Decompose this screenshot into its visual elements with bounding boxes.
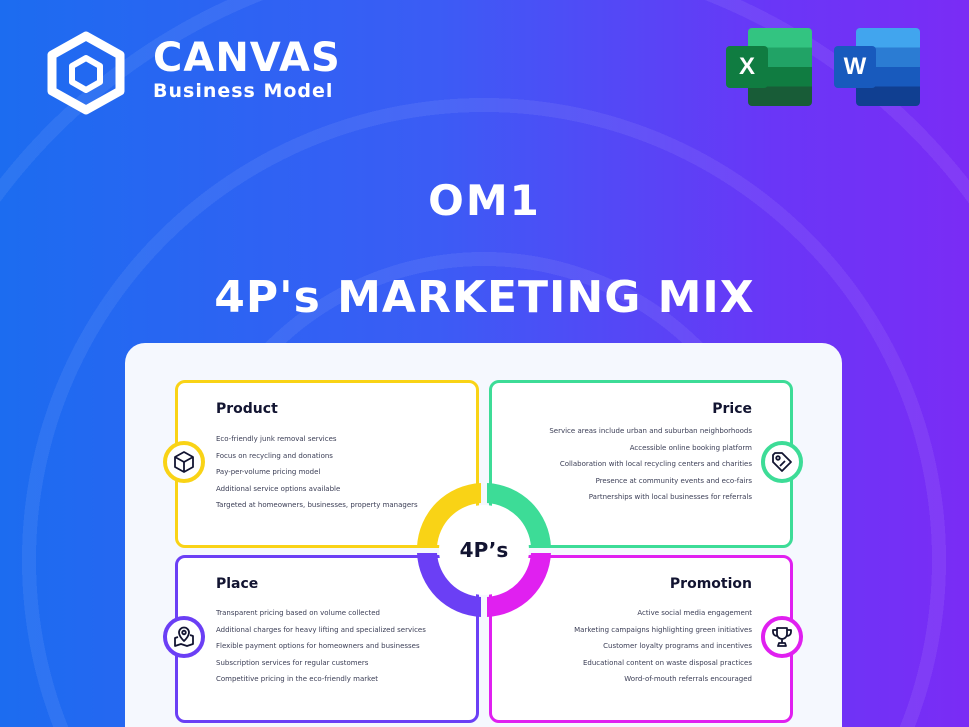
list-item: Customer loyalty programs and incentives bbox=[603, 642, 752, 650]
list-item: Collaboration with local recycling cente… bbox=[559, 460, 752, 468]
list-item: Presence at community events and eco-fai… bbox=[595, 476, 752, 485]
word-letter: W bbox=[834, 46, 876, 88]
list-item: Service areas include urban and suburban… bbox=[549, 427, 752, 435]
card-title: Promotion bbox=[669, 576, 752, 592]
map-pin-icon bbox=[163, 616, 205, 658]
segment-promotion bbox=[487, 553, 551, 617]
segment-place bbox=[417, 553, 481, 617]
list-item: Word-of-mouth referrals encouraged bbox=[624, 675, 752, 683]
word-icon[interactable]: W bbox=[834, 28, 920, 106]
canvas-logo-icon bbox=[47, 31, 125, 115]
price-tag-icon bbox=[761, 441, 803, 483]
list-item: Competitive pricing in the eco-friendly … bbox=[216, 675, 378, 683]
list-item: Eco-friendly junk removal services bbox=[216, 435, 337, 443]
cube-icon bbox=[163, 441, 205, 483]
list-item: Focus on recycling and donations bbox=[216, 451, 333, 460]
list-item: Active social media engagement bbox=[637, 609, 752, 617]
page-title: OM1 bbox=[428, 176, 541, 225]
list-item: Transparent pricing based on volume coll… bbox=[216, 609, 380, 617]
list-item: Marketing campaigns highlighting green i… bbox=[574, 625, 752, 634]
segment-product bbox=[417, 483, 481, 547]
excel-letter: X bbox=[726, 46, 768, 88]
center-label: 4P’s bbox=[459, 538, 509, 562]
list-item: Subscription services for regular custom… bbox=[216, 658, 369, 667]
list-item: Pay-per-volume pricing model bbox=[216, 468, 321, 476]
list-item: Educational content on waste disposal pr… bbox=[582, 658, 752, 667]
list-item: Additional charges for heavy lifting and… bbox=[216, 625, 426, 634]
card-title: Place bbox=[216, 576, 259, 592]
brand-name: CANVAS bbox=[153, 35, 341, 81]
page-subtitle: 4P's MARKETING MIX bbox=[214, 272, 755, 323]
card-title: Price bbox=[712, 401, 752, 417]
brand: CANVAS Business Model bbox=[153, 36, 341, 102]
list-item: Accessible online booking platform bbox=[629, 443, 752, 452]
brand-subtitle: Business Model bbox=[153, 80, 334, 102]
list-item: Flexible payment options for homeowners … bbox=[216, 642, 420, 650]
list-item: Additional service options available bbox=[216, 484, 341, 493]
list-item: Targeted at homeowners, businesses, prop… bbox=[216, 501, 418, 509]
card-title: Product bbox=[216, 401, 278, 417]
list-item: Partnerships with local businesses for r… bbox=[588, 493, 752, 501]
center-4ps-circle: 4P’s bbox=[417, 483, 551, 617]
trophy-icon bbox=[761, 616, 803, 658]
card-price: Price Service areas include urban and su… bbox=[489, 380, 793, 548]
excel-icon[interactable]: X bbox=[726, 28, 812, 106]
segment-price bbox=[487, 483, 551, 547]
